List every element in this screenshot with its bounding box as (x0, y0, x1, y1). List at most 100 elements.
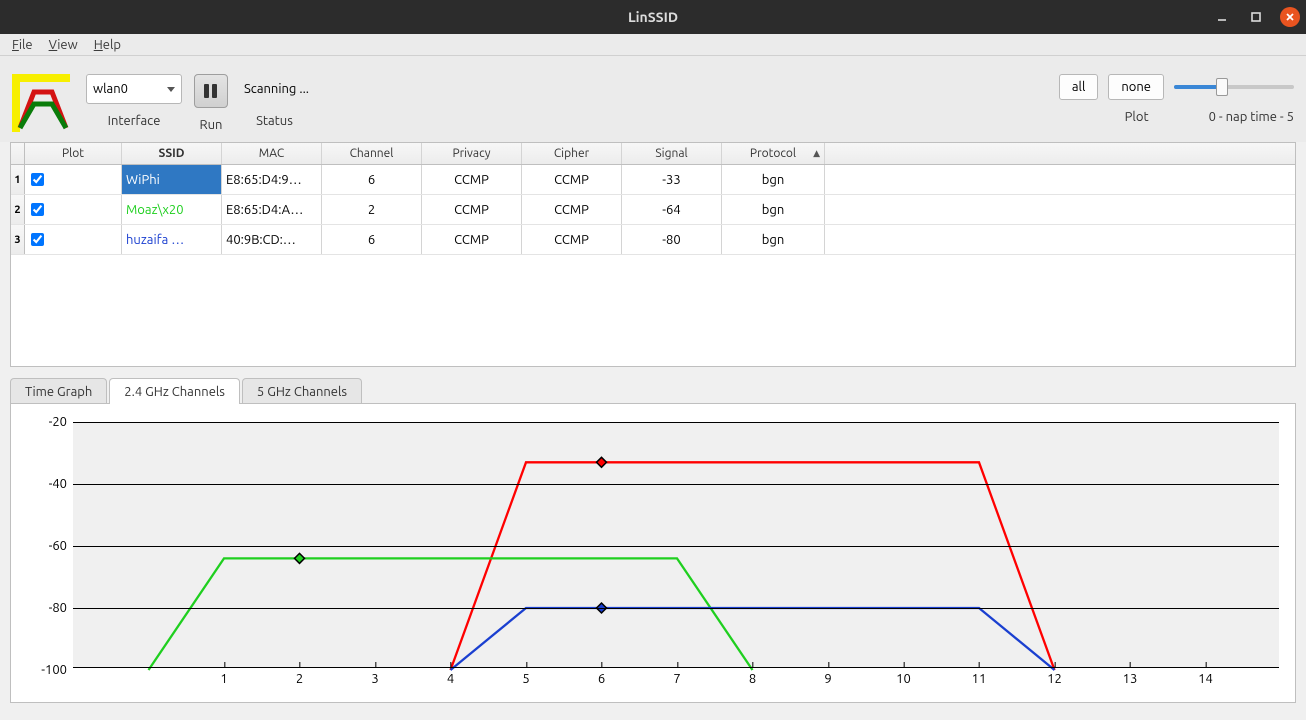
x-axis-label: 4 (447, 672, 454, 686)
interface-select[interactable]: wlan0 (86, 74, 182, 104)
x-axis-label: 1 (220, 672, 227, 686)
x-axis-label: 2 (296, 672, 303, 686)
table-row[interactable]: 2Moaz\x20E8:65:D4:A…2CCMPCCMP-64bgn (11, 195, 1295, 225)
series-marker (597, 457, 607, 467)
table-row[interactable]: 1WiPhiE8:65:D4:9…6CCMPCCMP-33bgn (11, 165, 1295, 195)
run-pause-button[interactable] (194, 74, 228, 108)
toolbar: wlan0 Interface Run Scanning ... Status … (0, 56, 1306, 142)
interface-col: wlan0 Interface (86, 74, 182, 128)
x-axis-label: 12 (1047, 672, 1062, 686)
ssid-cell: huzaifa … (122, 225, 222, 254)
column-header-protocol[interactable]: Protocol▲ (722, 143, 825, 164)
naptime-slider[interactable] (1174, 80, 1294, 94)
menu-help[interactable]: Help (88, 36, 127, 54)
chevron-down-icon (167, 87, 175, 92)
chart-tabs: Time Graph2.4 GHz Channels5 GHz Channels (10, 375, 1296, 403)
pause-icon (204, 84, 218, 98)
protocol-cell: bgn (722, 165, 825, 194)
plot-cell (25, 225, 122, 254)
status-col: Scanning ... Status (240, 74, 309, 128)
interface-value: wlan0 (93, 82, 128, 96)
column-header-channel[interactable]: Channel (322, 143, 422, 164)
column-header-privacy[interactable]: Privacy (422, 143, 522, 164)
tab-time-graph[interactable]: Time Graph (10, 378, 107, 404)
plot-cell (25, 165, 122, 194)
window-title: LinSSID (0, 9, 1306, 25)
chart-area: -20-40-60-80-100 (73, 422, 1279, 668)
mac-cell: E8:65:D4:A… (222, 195, 322, 224)
chart-panel: -20-40-60-80-100 1234567891011121314 (10, 403, 1296, 703)
maximize-button[interactable] (1246, 7, 1266, 27)
channel-cell: 6 (322, 165, 422, 194)
y-axis-label: -40 (49, 477, 67, 491)
tab-2-4-ghz-channels[interactable]: 2.4 GHz Channels (109, 378, 240, 404)
naptime-label: 0 - nap time - 5 (1209, 110, 1294, 124)
x-axis-label: 11 (972, 672, 987, 686)
plot-checkbox[interactable] (31, 173, 44, 186)
networks-table: PlotSSIDMACChannelPrivacyCipherSignalPro… (10, 142, 1296, 367)
signal-cell: -80 (622, 225, 722, 254)
interface-label: Interface (108, 114, 161, 128)
column-header-signal[interactable]: Signal (622, 143, 722, 164)
series-marker (295, 553, 305, 563)
protocol-cell: bgn (722, 225, 825, 254)
table-header: PlotSSIDMACChannelPrivacyCipherSignalPro… (11, 143, 1295, 165)
row-number: 1 (11, 165, 25, 194)
x-axis-label: 7 (673, 672, 680, 686)
menu-view[interactable]: View (43, 36, 84, 54)
run-label: Run (200, 118, 223, 132)
title-bar: LinSSID (0, 0, 1306, 34)
y-axis-label: -60 (49, 539, 67, 553)
series-line (451, 608, 1055, 670)
x-axis-label: 5 (522, 672, 529, 686)
plot-all-button[interactable]: all (1059, 74, 1099, 100)
signal-cell: -33 (622, 165, 722, 194)
corner-cell (11, 143, 25, 164)
minimize-button[interactable] (1212, 7, 1232, 27)
series-line (149, 558, 753, 670)
plot-cell (25, 195, 122, 224)
tab-5-ghz-channels[interactable]: 5 GHz Channels (242, 378, 362, 404)
plot-none-button[interactable]: none (1108, 74, 1164, 100)
channel-cell: 2 (322, 195, 422, 224)
column-header-ssid[interactable]: SSID (122, 143, 222, 164)
app-logo-icon (12, 74, 74, 136)
channel-cell: 6 (322, 225, 422, 254)
signal-cell: -64 (622, 195, 722, 224)
y-axis-label: -80 (49, 601, 67, 615)
x-axis-label: 9 (824, 672, 831, 686)
menu-file[interactable]: File (6, 36, 39, 54)
x-axis-label: 10 (896, 672, 911, 686)
mac-cell: 40:9B:CD:… (222, 225, 322, 254)
cipher-cell: CCMP (522, 195, 622, 224)
column-header-plot[interactable]: Plot (25, 143, 122, 164)
status-value: Scanning ... (240, 74, 309, 104)
x-axis-label: 13 (1123, 672, 1138, 686)
row-number: 3 (11, 225, 25, 254)
plot-label: Plot (1125, 110, 1149, 124)
cipher-cell: CCMP (522, 225, 622, 254)
protocol-cell: bgn (722, 195, 825, 224)
x-axis-label: 8 (749, 672, 756, 686)
cipher-cell: CCMP (522, 165, 622, 194)
table-row[interactable]: 3huzaifa …40:9B:CD:…6CCMPCCMP-80bgn (11, 225, 1295, 255)
privacy-cell: CCMP (422, 165, 522, 194)
status-label: Status (256, 114, 293, 128)
menu-bar: File View Help (0, 34, 1306, 56)
x-axis-label: 14 (1198, 672, 1213, 686)
run-col: Run (194, 74, 228, 132)
series-line (451, 462, 1055, 670)
privacy-cell: CCMP (422, 195, 522, 224)
mac-cell: E8:65:D4:9… (222, 165, 322, 194)
y-axis-label: -20 (49, 415, 67, 429)
column-header-cipher[interactable]: Cipher (522, 143, 622, 164)
x-axis-label: 6 (598, 672, 605, 686)
x-axis-label: 3 (371, 672, 378, 686)
ssid-cell: WiPhi (122, 165, 222, 194)
y-axis-label: -100 (41, 663, 67, 677)
ssid-cell: Moaz\x20 (122, 195, 222, 224)
plot-checkbox[interactable] (31, 203, 44, 216)
close-button[interactable] (1280, 7, 1300, 27)
plot-checkbox[interactable] (31, 233, 44, 246)
column-header-mac[interactable]: MAC (222, 143, 322, 164)
